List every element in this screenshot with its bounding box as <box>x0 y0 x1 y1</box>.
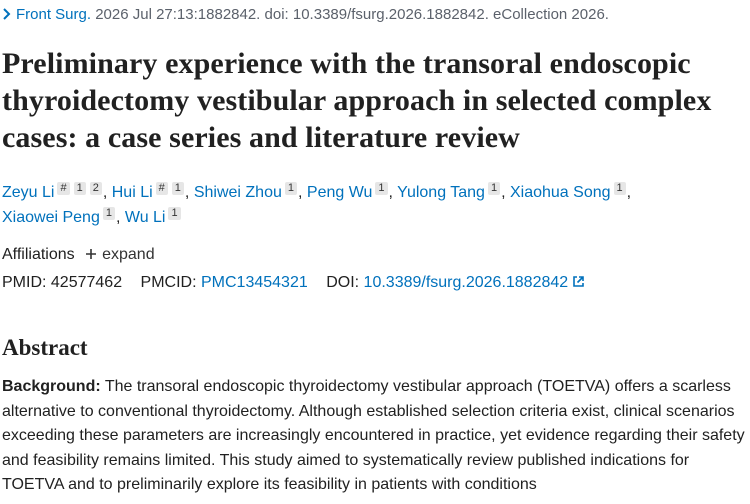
body: {"citation": {"journal": "Front Surg.", … <box>0 4 750 504</box>
author-link[interactable]: Shiwei Zhou <box>193 184 282 201</box>
author-mark: 1 <box>375 182 388 195</box>
author-mark: # <box>57 182 70 195</box>
author-mark: 1 <box>613 182 626 195</box>
article-title: Preliminary experience with the transora… <box>2 47 712 154</box>
author-mark: 1 <box>284 182 297 195</box>
expand-toggle[interactable]: expand <box>85 246 155 263</box>
author-mark: 2 <box>89 182 102 195</box>
author: Xiaohua Song 1, <box>509 182 632 201</box>
author-separator: , <box>115 209 121 226</box>
author-mark: 1 <box>73 182 86 195</box>
citation: Front Surg. 2026 Jul 27:13:1882842. doi:… <box>2 4 748 26</box>
author-link[interactable]: Xiaowei Peng <box>2 209 100 226</box>
author-separator: , <box>501 184 506 201</box>
author-link[interactable]: Wu Li <box>124 209 166 226</box>
affiliations-label: Affiliations <box>2 246 75 263</box>
author-separator: , <box>102 184 108 201</box>
author: Peng Wu 1, <box>306 182 393 201</box>
abstract-background: Background: The transoral endoscopic thy… <box>2 375 748 498</box>
article: Front Surg. 2026 Jul 27:13:1882842. doi:… <box>0 4 748 498</box>
author: Xiaowei Peng 1, <box>2 207 121 226</box>
pmcid-link[interactable]: PMC13454321 <box>201 274 308 291</box>
author: Zeyu Li #1 2, <box>2 182 108 201</box>
doi-label: DOI: <box>326 274 360 291</box>
author-separator: , <box>388 184 393 201</box>
author-separator: , <box>626 184 632 201</box>
author: Wu Li 1 <box>124 207 182 226</box>
author-mark: 1 <box>487 182 501 195</box>
author: Shiwei Zhou 1, <box>193 182 303 201</box>
expand-label: expand <box>102 246 155 263</box>
author-separator: , <box>184 184 190 201</box>
journal-link[interactable]: Front Surg. <box>16 6 92 23</box>
doi-link[interactable]: 10.3389/fsurg.2026.1882842 <box>363 274 569 291</box>
author: Hui Li #1, <box>111 182 190 201</box>
abstract-heading: Abstract <box>2 335 88 360</box>
doi: DOI: 10.3389/fsurg.2026.1882842 <box>326 274 585 291</box>
author-link[interactable]: Peng Wu <box>306 184 373 201</box>
author-link[interactable]: Zeyu Li <box>2 184 55 201</box>
background-text: The transoral endoscopic thyroidectomy v… <box>2 378 745 493</box>
plus-icon <box>86 249 97 259</box>
affiliations: Affiliations expand <box>2 243 748 267</box>
author-list: Zeyu Li #1 2, Hui Li #1, Shiwei Zhou 1, Peng… <box>2 180 748 230</box>
author-link[interactable]: Yulong Tang <box>397 184 485 201</box>
citation-details: 2026 Jul 27:13:1882842. doi: 10.3389/fsu… <box>95 6 609 23</box>
identifiers: PMID: 42577462 PMCID: PMC13454321 DOI: 1… <box>2 271 748 295</box>
author-link[interactable]: Xiaohua Song <box>509 184 611 201</box>
pmid-label: PMID: <box>2 274 47 291</box>
author-mark: # <box>155 182 168 195</box>
author-link[interactable]: Hui Li <box>111 184 153 201</box>
pmid: PMID: 42577462 <box>2 274 122 291</box>
chevron-icon <box>3 8 11 20</box>
author-mark: 1 <box>168 207 181 220</box>
external-link-icon <box>573 276 584 287</box>
pmid-value: 42577462 <box>50 274 123 291</box>
pmcid: PMCID: PMC13454321 <box>141 274 308 291</box>
author-separator: , <box>297 184 303 201</box>
author: Yulong Tang 1, <box>397 182 506 201</box>
author-mark: 1 <box>102 207 115 220</box>
author-mark: 1 <box>171 182 184 195</box>
pmcid-label: PMCID: <box>140 274 197 291</box>
background-label: Background: <box>2 378 101 395</box>
